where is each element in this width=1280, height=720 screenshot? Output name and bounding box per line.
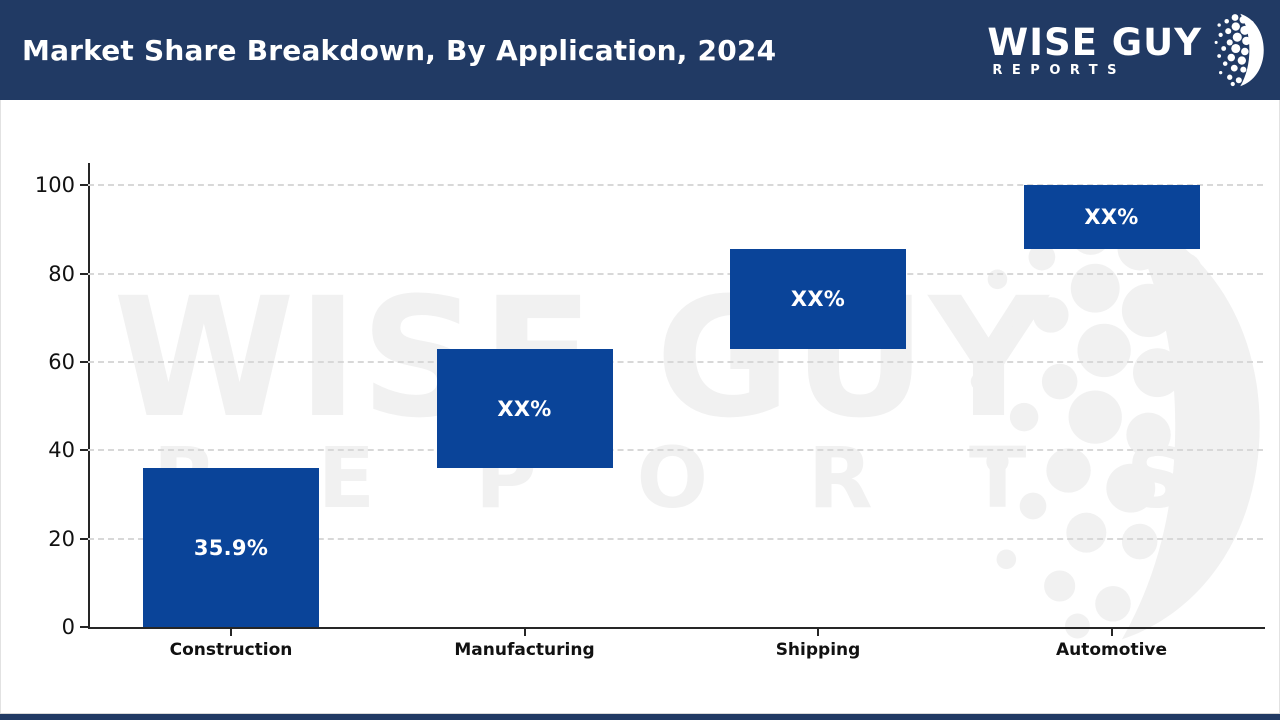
category-label: Automotive [1055,640,1168,660]
category-label: Manufacturing [454,640,595,660]
gridline [88,272,1263,275]
waterfall-bar: 35.9% [143,468,319,627]
y-tick-label: 0 [61,615,75,639]
y-tick-mark [80,537,88,540]
chart-area: WISE GUY REPORTS 0 20 40 60 80 100 35.9% Constr… [0,100,1280,720]
y-tick-mark [80,361,88,364]
x-axis-line [88,627,1265,629]
y-tick-label: 60 [48,350,75,375]
bar-value-label: XX% [497,396,552,421]
footer-bar [0,714,1280,720]
bar-value-label: XX% [790,287,846,312]
waterfall-plot: 0 20 40 60 80 100 35.9% Construction XX% Manufact… [1,100,1279,720]
waterfall-bar: XX% [436,348,613,469]
x-tick-mark [1110,629,1113,636]
wiseguy-logo: WISE GUY REPORTS [987,11,1266,89]
bar-value-label: 35.9% [193,535,269,560]
chart-title: Market Share Breakdown, By Application, … [22,33,777,67]
y-axis-line [88,163,90,629]
waterfall-bar: XX% [1023,185,1200,250]
y-tick-label: 40 [48,438,75,463]
x-tick-mark [523,629,526,636]
wiseguy-face-icon [1198,11,1266,89]
y-tick-label: 100 [34,173,75,198]
gridline [88,449,1263,452]
bar-value-label: XX% [1084,205,1139,230]
x-tick-mark [230,629,232,636]
gridline [88,361,1263,364]
logo-brand-text: WISE GUY [987,20,1202,64]
y-tick-mark [80,272,88,275]
footer-divider [0,713,1280,714]
header-bar: Market Share Breakdown, By Application, … [0,0,1280,100]
category-label: Shipping [775,640,861,660]
gridline [88,184,1263,187]
waterfall-bar: XX% [730,249,906,349]
x-tick-mark [817,629,819,636]
logo-text: WISE GUY REPORTS [987,24,1202,77]
y-tick-mark [80,449,88,452]
y-tick-label: 80 [48,261,75,286]
logo-subtitle-text: REPORTS [992,62,1127,78]
gridline [88,537,1263,540]
y-tick-mark [80,184,88,187]
category-label: Construction [169,640,293,660]
y-tick-mark [80,626,88,628]
y-tick-label: 20 [48,526,75,551]
